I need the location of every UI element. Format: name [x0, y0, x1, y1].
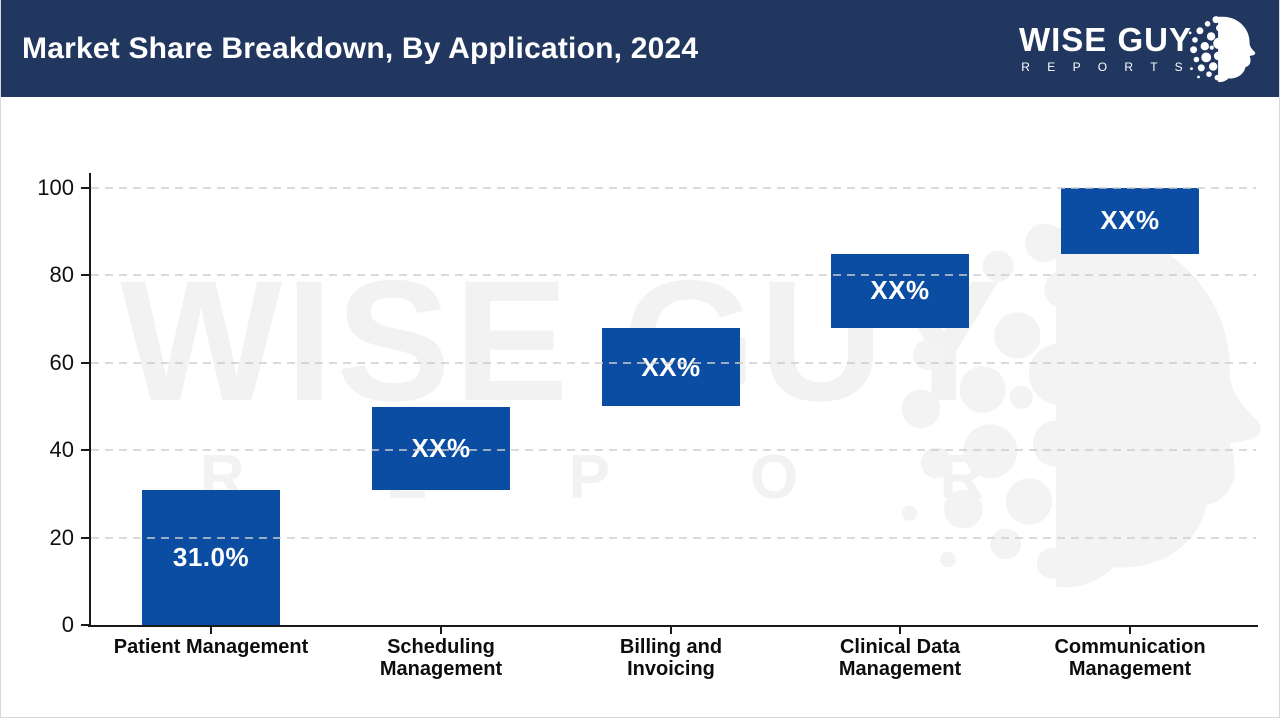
y-tick-label: 40: [49, 437, 74, 463]
x-tick-mark: [210, 627, 212, 634]
y-tick-label: 100: [37, 175, 74, 200]
y-tick-label: 80: [49, 262, 74, 288]
gridline-100: [91, 187, 1256, 189]
x-axis-label: Scheduling Management: [379, 636, 503, 680]
y-tick-label: 20: [49, 524, 74, 550]
y-tick-mark: [81, 449, 89, 452]
bar-value-label: 31.0%: [172, 541, 250, 572]
y-tick-mark: [81, 361, 89, 364]
x-axis-label: Clinical Data Management: [838, 636, 962, 680]
bar-value-label: XX%: [870, 275, 930, 306]
x-tick-mark: [440, 627, 442, 634]
bar-value-label: XX%: [411, 432, 471, 463]
chart-area: WISE GUY R E P O R T S 02040608010031.0%…: [0, 97, 1280, 720]
header: Market Share Breakdown, By Application, …: [0, 0, 1280, 97]
bar-2: XX%: [372, 406, 510, 490]
brand-logo: WISE GUY R E P O R T S: [1019, 9, 1258, 89]
y-tick-mark: [81, 187, 89, 189]
y-tick-mark: [81, 624, 89, 626]
bar-value-label: XX%: [641, 351, 701, 382]
x-axis-line: [88, 625, 1258, 627]
x-axis-label: Communication Management: [1054, 636, 1206, 680]
gridline-60: [91, 361, 1256, 364]
y-tick-mark: [81, 536, 89, 539]
bar-3: XX%: [602, 327, 740, 407]
bar-1: 31.0%: [142, 489, 280, 625]
gridline-20: [91, 536, 1256, 539]
x-axis-label: Patient Management: [113, 636, 309, 658]
brand-subtitle: R E P O R T S: [1021, 60, 1190, 74]
x-tick-mark: [670, 627, 672, 634]
chart-title: Market Share Breakdown, By Application, …: [22, 31, 699, 65]
x-axis-label: Billing and Invoicing: [619, 636, 723, 680]
bar-value-label: XX%: [1100, 205, 1160, 236]
brand-text: WISE GUY R E P O R T S: [1019, 23, 1192, 74]
x-tick-mark: [1129, 627, 1131, 634]
bar-5: XX%: [1061, 188, 1199, 254]
gridline-40: [91, 449, 1256, 452]
face-profile-icon: [1188, 15, 1256, 82]
y-tick-label: 0: [61, 612, 74, 637]
y-axis-line: [89, 173, 91, 627]
gridline-80: [91, 274, 1256, 277]
brand-name: WISE GUY: [1018, 21, 1192, 58]
y-tick-mark: [81, 274, 89, 277]
y-tick-label: 60: [49, 349, 74, 375]
bar-4: XX%: [831, 253, 969, 328]
x-tick-mark: [899, 627, 901, 634]
